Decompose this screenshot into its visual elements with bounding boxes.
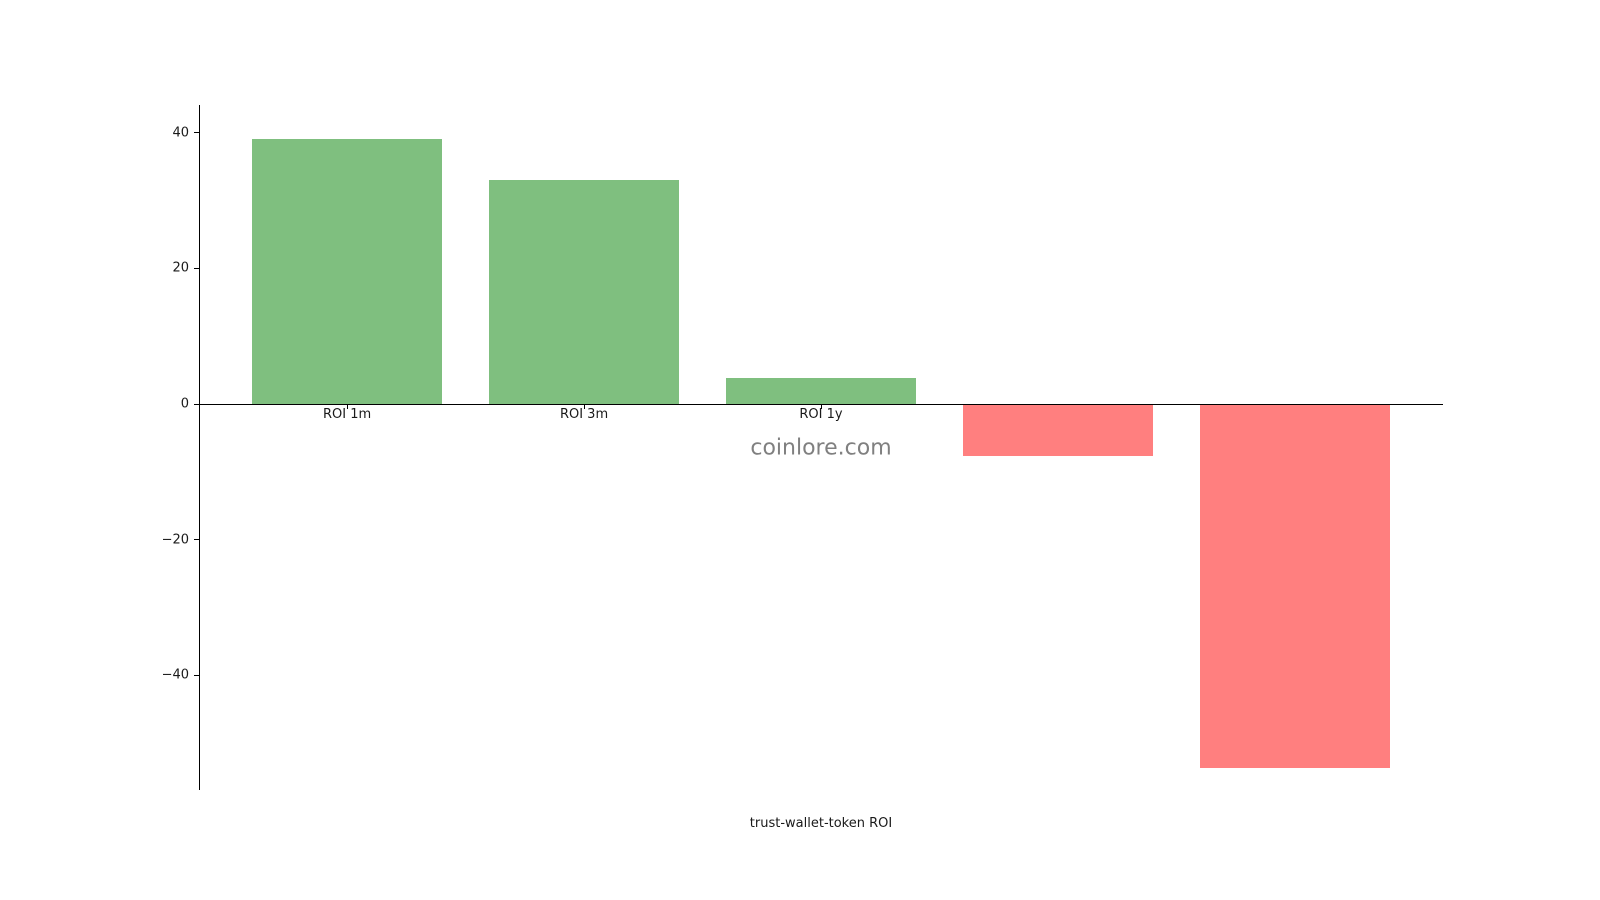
y-axis-line: [199, 105, 200, 790]
x-tick-mark: [583, 404, 585, 410]
bar-roi-1y: [726, 377, 916, 405]
x-tick-label: ROI 1y: [799, 407, 843, 423]
y-tick-mark: [194, 674, 199, 676]
x-tick-label: ROI 3m: [559, 407, 609, 423]
bar-4: [963, 404, 1153, 456]
x-tick-mark: [346, 404, 348, 410]
x-tick-mark: [820, 404, 822, 410]
chart-title: trust-wallet-token ROI: [749, 816, 893, 831]
y-tick-mark: [194, 403, 199, 405]
y-tick-label: −40: [161, 667, 189, 683]
watermark: coinlore.com: [750, 435, 892, 460]
y-tick-label: 40: [172, 125, 189, 141]
plot-area: 40 20 0 −20 −40 ROI 1m ROI 3m ROI 1y coinlore.…: [162, 105, 1443, 790]
y-tick-label: 0: [180, 396, 189, 412]
y-tick-label: −20: [161, 532, 189, 548]
bar-5: [1200, 404, 1390, 769]
x-tick-label: ROI 1m: [323, 407, 372, 423]
y-tick-mark: [194, 132, 199, 134]
bar-roi-3m: [489, 179, 679, 405]
y-tick-mark: [194, 539, 199, 541]
y-tick-label: 20: [172, 260, 189, 276]
bar-roi-1m: [252, 138, 442, 405]
y-tick-mark: [194, 267, 199, 269]
